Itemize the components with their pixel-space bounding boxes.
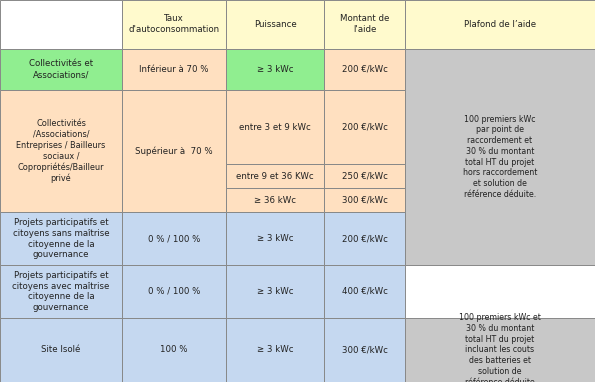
Bar bbox=[122, 90, 226, 212]
Text: Projets participatifs et
citoyens avec maîtrise
citoyenne de la
gouvernance: Projets participatifs et citoyens avec m… bbox=[12, 271, 109, 312]
Bar bbox=[226, 188, 324, 212]
Text: Puissance: Puissance bbox=[254, 20, 296, 29]
Text: 0 % / 100 %: 0 % / 100 % bbox=[148, 287, 201, 296]
Text: ≥ 3 kWc: ≥ 3 kWc bbox=[257, 345, 293, 354]
Bar bbox=[226, 318, 324, 382]
Text: Montant de
l'aide: Montant de l'aide bbox=[340, 15, 389, 34]
Bar bbox=[0, 49, 122, 90]
Text: 300 €/kWc: 300 €/kWc bbox=[342, 345, 387, 354]
Bar bbox=[0, 90, 122, 212]
Bar bbox=[324, 318, 405, 382]
Bar bbox=[226, 265, 324, 318]
Text: 250 €/kWc: 250 €/kWc bbox=[342, 172, 387, 181]
Bar bbox=[324, 265, 405, 318]
Text: ≥ 36 kWc: ≥ 36 kWc bbox=[254, 196, 296, 205]
Bar bbox=[122, 212, 226, 265]
Text: entre 9 et 36 KWc: entre 9 et 36 KWc bbox=[236, 172, 314, 181]
Bar bbox=[324, 90, 405, 164]
Text: 100 premiers kWc
par point de
raccordement et
30 % du montant
total HT du projet: 100 premiers kWc par point de raccordeme… bbox=[463, 115, 537, 199]
Bar bbox=[122, 265, 226, 318]
Text: Collectivités et
Associations/: Collectivités et Associations/ bbox=[29, 59, 93, 79]
Text: Inférieur à 70 %: Inférieur à 70 % bbox=[139, 65, 209, 74]
Text: 400 €/kWc: 400 €/kWc bbox=[342, 287, 387, 296]
Bar bbox=[405, 0, 595, 49]
Bar bbox=[226, 164, 324, 188]
Bar bbox=[324, 188, 405, 212]
Bar bbox=[122, 0, 226, 49]
Text: 200 €/kWc: 200 €/kWc bbox=[342, 65, 387, 74]
Bar bbox=[226, 90, 324, 164]
Text: Site Isolé: Site Isolé bbox=[41, 345, 81, 354]
Bar bbox=[122, 318, 226, 382]
Text: Plafond de l’aide: Plafond de l’aide bbox=[464, 20, 536, 29]
Text: 300 €/kWc: 300 €/kWc bbox=[342, 196, 387, 205]
Text: 100 premiers kWc et
30 % du montant
total HT du projet
incluant les couts
des ba: 100 premiers kWc et 30 % du montant tota… bbox=[459, 313, 541, 382]
Text: 200 €/kWc: 200 €/kWc bbox=[342, 123, 387, 131]
Bar bbox=[324, 164, 405, 188]
Bar bbox=[405, 318, 595, 382]
Bar bbox=[324, 0, 405, 49]
Text: Taux
d'autoconsommation: Taux d'autoconsommation bbox=[129, 15, 220, 34]
Bar bbox=[0, 265, 122, 318]
Text: Projets participatifs et
citoyens sans maîtrise
citoyenne de la
gouvernance: Projets participatifs et citoyens sans m… bbox=[12, 218, 109, 259]
Bar bbox=[324, 212, 405, 265]
Bar bbox=[0, 0, 122, 49]
Text: 100 %: 100 % bbox=[160, 345, 188, 354]
Bar bbox=[122, 49, 226, 90]
Bar bbox=[405, 49, 595, 265]
Text: 200 €/kWc: 200 €/kWc bbox=[342, 234, 387, 243]
Text: 0 % / 100 %: 0 % / 100 % bbox=[148, 234, 201, 243]
Text: Collectivités
/Associations/
Entreprises / Bailleurs
sociaux /
Copropriétés/Bail: Collectivités /Associations/ Entreprises… bbox=[16, 119, 106, 183]
Text: ≥ 3 kWc: ≥ 3 kWc bbox=[257, 65, 293, 74]
Bar bbox=[226, 212, 324, 265]
Text: ≥ 3 kWc: ≥ 3 kWc bbox=[257, 234, 293, 243]
Bar bbox=[226, 0, 324, 49]
Text: ≥ 3 kWc: ≥ 3 kWc bbox=[257, 287, 293, 296]
Bar bbox=[324, 49, 405, 90]
Bar bbox=[0, 212, 122, 265]
Bar bbox=[226, 49, 324, 90]
Text: Supérieur à  70 %: Supérieur à 70 % bbox=[135, 146, 213, 156]
Bar bbox=[0, 318, 122, 382]
Text: entre 3 et 9 kWc: entre 3 et 9 kWc bbox=[239, 123, 311, 131]
